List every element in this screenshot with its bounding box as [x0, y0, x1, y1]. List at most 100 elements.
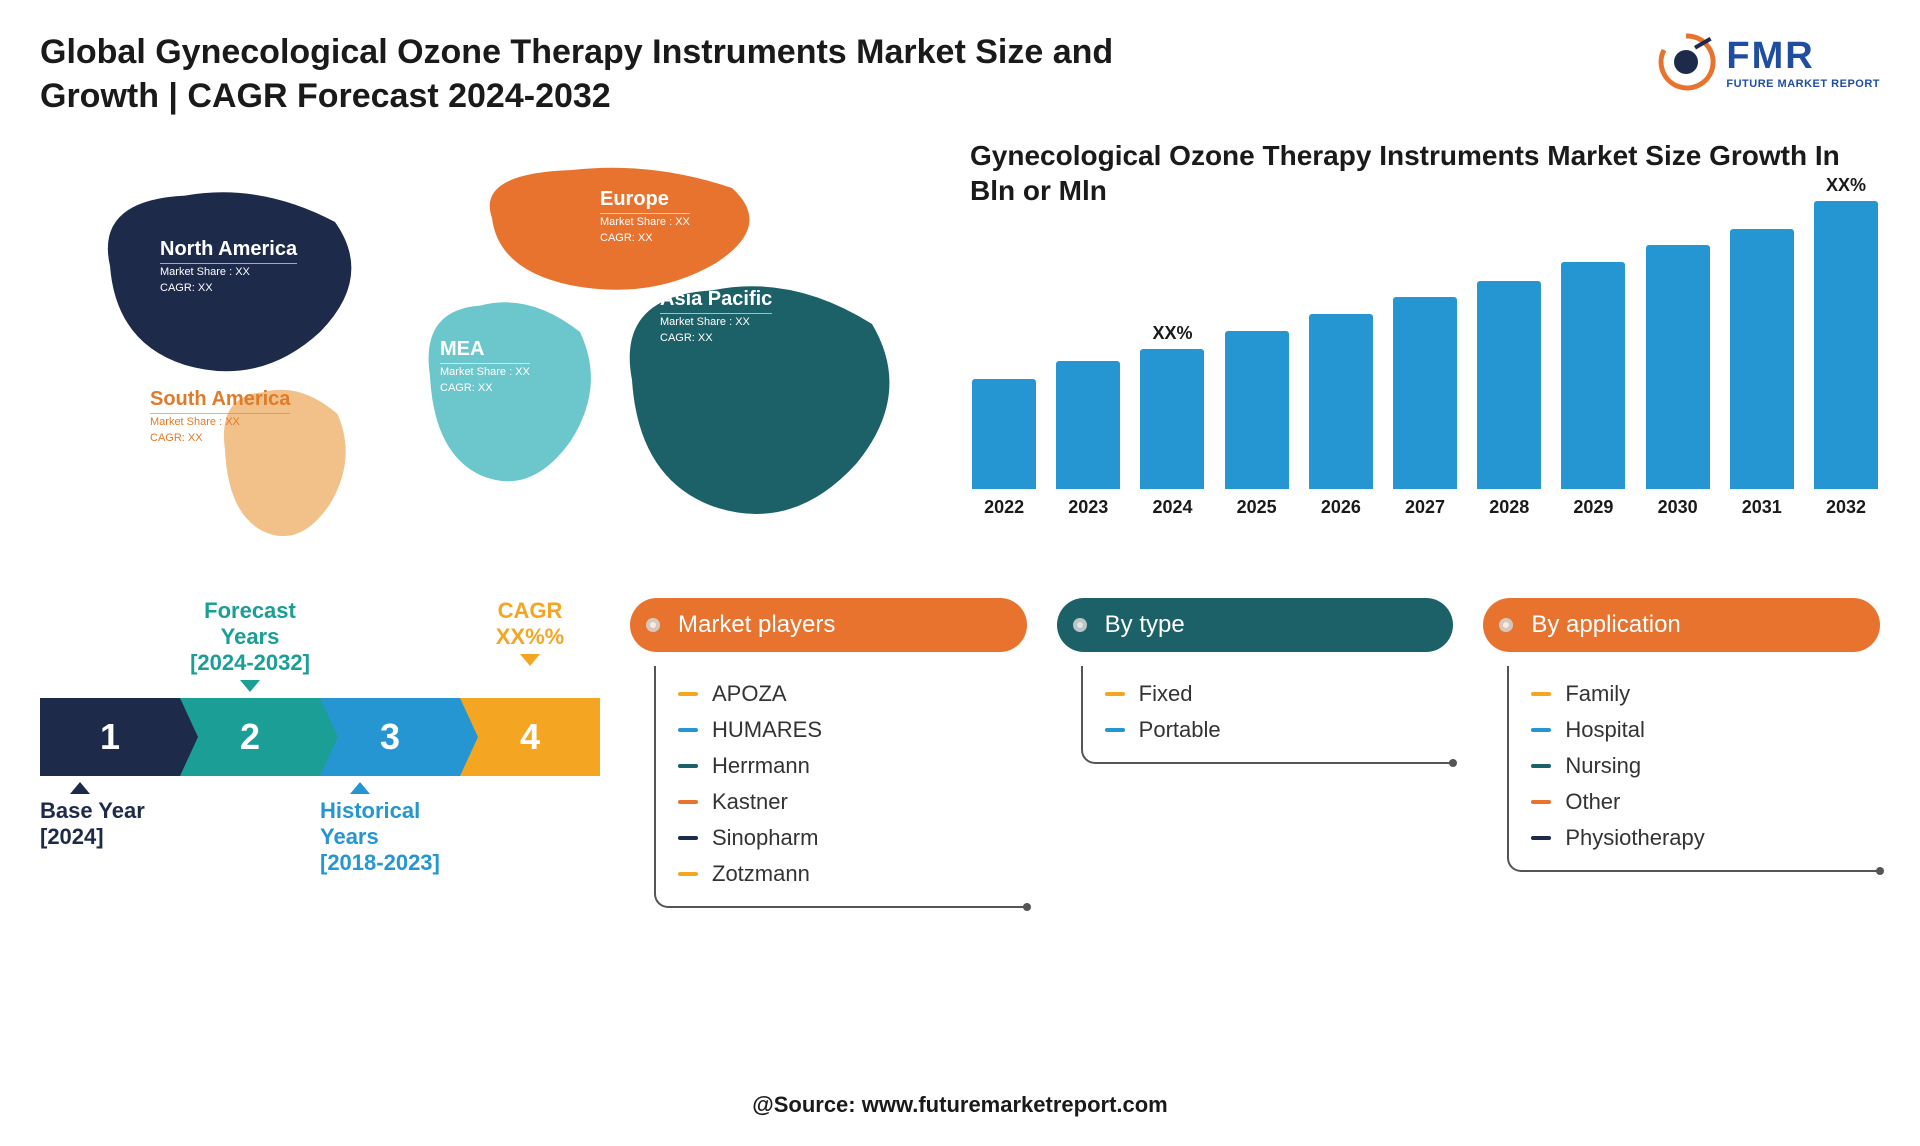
pill-header: By application	[1483, 598, 1880, 652]
fmr-logo-icon	[1654, 30, 1718, 94]
bar-2031: 2031	[1728, 203, 1796, 518]
list-item: APOZA	[678, 676, 1027, 712]
map-label-north-america: North AmericaMarket Share : XXCAGR: XX	[160, 238, 297, 294]
bar-year-label: 2024	[1152, 497, 1192, 518]
map-label-south-america: South AmericaMarket Share : XXCAGR: XX	[150, 388, 290, 444]
list-item: Sinopharm	[678, 820, 1027, 856]
list-item: Family	[1531, 676, 1880, 712]
bar-year-label: 2022	[984, 497, 1024, 518]
pill-dot-icon	[1499, 618, 1513, 632]
bar-rect	[1225, 331, 1289, 489]
pill-list: Fixed Portable	[1081, 666, 1454, 764]
tick-icon	[678, 764, 698, 768]
tick-icon	[1531, 764, 1551, 768]
bar-year-label: 2032	[1826, 497, 1866, 518]
bar-rect	[972, 379, 1036, 489]
bar-chart: 2022 2023 XX% 2024 2025 2026 2027 2028 2…	[970, 228, 1880, 518]
bar-rect	[1140, 349, 1204, 489]
bar-2028: 2028	[1475, 255, 1543, 518]
list-item: Fixed	[1105, 676, 1454, 712]
bar-2029: 2029	[1559, 236, 1627, 518]
tick-icon	[1531, 692, 1551, 696]
tick-icon	[678, 800, 698, 804]
item-text: Fixed	[1139, 681, 1193, 707]
map-region-mea	[410, 288, 610, 508]
pill-dot-icon	[1073, 618, 1087, 632]
bar-2022: 2022	[970, 353, 1038, 518]
item-text: Family	[1565, 681, 1630, 707]
chart-title: Gynecological Ozone Therapy Instruments …	[970, 138, 1880, 208]
bar-2026: 2026	[1307, 288, 1375, 518]
map-label-europe: EuropeMarket Share : XXCAGR: XX	[600, 188, 690, 244]
item-text: APOZA	[712, 681, 787, 707]
bar-rect	[1056, 361, 1120, 489]
bar-year-label: 2029	[1573, 497, 1613, 518]
item-text: Other	[1565, 789, 1620, 815]
bar-top-label: XX%	[1152, 323, 1192, 345]
bar-year-label: 2023	[1068, 497, 1108, 518]
bar-rect	[1393, 297, 1457, 489]
bar-2024: XX% 2024	[1138, 323, 1206, 518]
pill-list: APOZA HUMARES Herrmann Kastner Sinopharm Zotz…	[654, 666, 1027, 908]
item-text: Portable	[1139, 717, 1221, 743]
tick-icon	[1531, 800, 1551, 804]
bar-year-label: 2026	[1321, 497, 1361, 518]
bar-2030: 2030	[1644, 219, 1712, 518]
timeline-seg-1: 1	[40, 698, 180, 776]
pill-header: By type	[1057, 598, 1454, 652]
timeline-top-2: Forecast Years[2024-2032]	[180, 598, 320, 692]
list-item: Physiotherapy	[1531, 820, 1880, 856]
bar-year-label: 2028	[1489, 497, 1529, 518]
pill-header: Market players	[630, 598, 1027, 652]
bar-rect	[1309, 314, 1373, 489]
bar-2027: 2027	[1391, 271, 1459, 518]
bar-rect	[1646, 245, 1710, 489]
list-item: Hospital	[1531, 712, 1880, 748]
item-text: Zotzmann	[712, 861, 810, 887]
bar-year-label: 2025	[1237, 497, 1277, 518]
timeline-seg-4: 4	[460, 698, 600, 776]
list-item: Other	[1531, 784, 1880, 820]
list-item: Herrmann	[678, 748, 1027, 784]
by-type-section: By type Fixed Portable	[1057, 598, 1454, 908]
tick-icon	[1531, 728, 1551, 732]
timeline-top-4: CAGRXX%%	[460, 598, 600, 692]
bar-2023: 2023	[1054, 335, 1122, 518]
pill-dot-icon	[646, 618, 660, 632]
bar-rect	[1561, 262, 1625, 489]
item-text: Kastner	[712, 789, 788, 815]
bar-top-label: XX%	[1826, 175, 1866, 197]
market-players-section: Market players APOZA HUMARES Herrmann Kastne…	[630, 598, 1027, 908]
map-label-asia-pacific: Asia PacificMarket Share : XXCAGR: XX	[660, 288, 772, 344]
tick-icon	[678, 872, 698, 876]
timeline-seg-2: 2	[180, 698, 320, 776]
item-text: Physiotherapy	[1565, 825, 1704, 851]
list-item: Kastner	[678, 784, 1027, 820]
bar-year-label: 2031	[1742, 497, 1782, 518]
logo-sub-text: FUTURE MARKET REPORT	[1726, 78, 1880, 90]
timeline-bot-3: Historical Years[2018-2023]	[320, 782, 460, 876]
bar-rect	[1814, 201, 1878, 489]
bar-2025: 2025	[1223, 305, 1291, 518]
bar-2032: XX% 2032	[1812, 175, 1880, 518]
pill-list: Family Hospital Nursing Other Physiotherapy	[1507, 666, 1880, 872]
by-application-section: By application Family Hospital Nursing Other…	[1483, 598, 1880, 908]
pill-label: By application	[1531, 611, 1680, 639]
tick-icon	[1531, 836, 1551, 840]
list-item: Nursing	[1531, 748, 1880, 784]
item-text: Hospital	[1565, 717, 1644, 743]
world-map: North AmericaMarket Share : XXCAGR: XX S…	[40, 138, 940, 558]
list-item: HUMARES	[678, 712, 1027, 748]
item-text: HUMARES	[712, 717, 822, 743]
bar-year-label: 2030	[1658, 497, 1698, 518]
item-text: Herrmann	[712, 753, 810, 779]
tick-icon	[1105, 692, 1125, 696]
bar-rect	[1477, 281, 1541, 489]
tick-icon	[678, 728, 698, 732]
tick-icon	[678, 692, 698, 696]
source-attribution: @Source: www.futuremarketreport.com	[752, 1092, 1168, 1118]
map-label-mea: MEAMarket Share : XXCAGR: XX	[440, 338, 530, 394]
timeline-bot-1: Base Year[2024]	[40, 782, 180, 876]
item-text: Sinopharm	[712, 825, 818, 851]
logo-main-text: FMR	[1726, 35, 1880, 78]
